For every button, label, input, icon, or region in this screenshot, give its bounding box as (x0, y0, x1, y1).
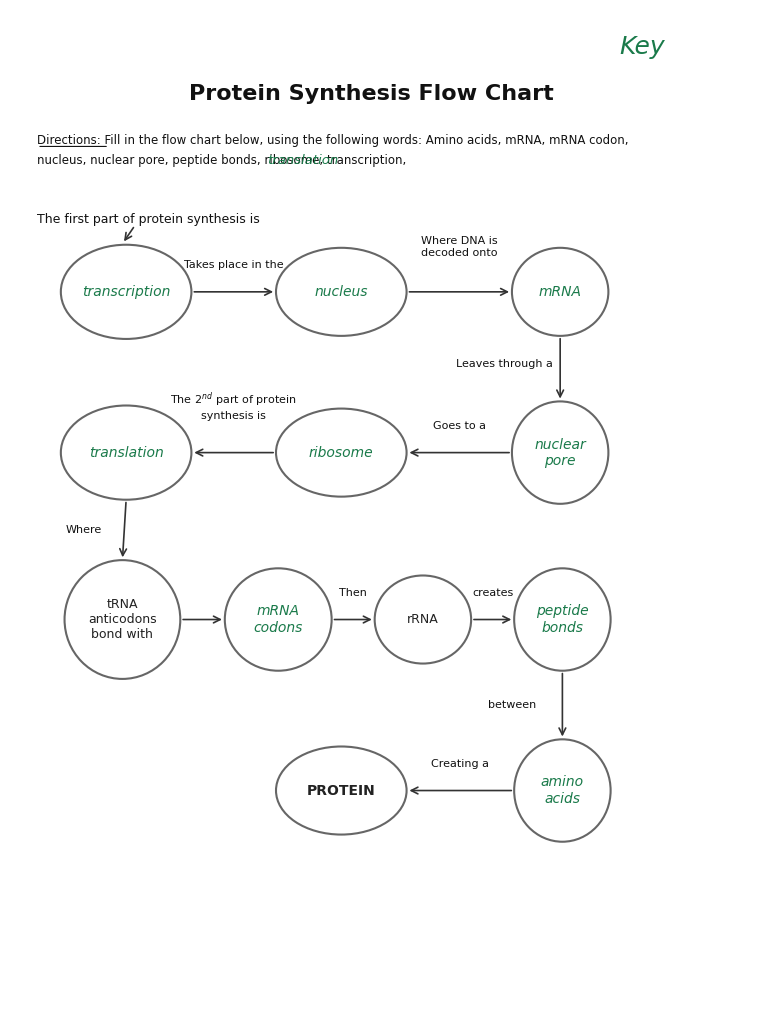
Text: between: between (488, 700, 536, 710)
Text: transcription: transcription (82, 285, 170, 299)
Text: nucleus: nucleus (315, 285, 368, 299)
Text: peptide
bonds: peptide bonds (536, 604, 589, 635)
Text: Key: Key (619, 35, 664, 59)
Text: translation: translation (267, 155, 339, 167)
Text: mRNA
codons: mRNA codons (253, 604, 303, 635)
Text: The first part of protein synthesis is: The first part of protein synthesis is (37, 213, 260, 225)
Text: Where DNA is
decoded onto: Where DNA is decoded onto (421, 236, 498, 258)
Text: Where: Where (66, 525, 102, 535)
Text: Leaves through a: Leaves through a (456, 358, 553, 369)
Text: nucleus, nuclear pore, peptide bonds, ribosome, transcription,: nucleus, nuclear pore, peptide bonds, ri… (37, 155, 414, 167)
Text: ribosome: ribosome (309, 445, 373, 460)
Text: creates: creates (472, 588, 513, 598)
Text: tRNA
anticodons
bond with: tRNA anticodons bond with (88, 598, 157, 641)
Text: Protein Synthesis Flow Chart: Protein Synthesis Flow Chart (189, 84, 554, 104)
Text: Directions: Fill in the flow chart below, using the following words: Amino acids: Directions: Fill in the flow chart below… (37, 134, 628, 146)
Text: Takes place in the: Takes place in the (184, 260, 283, 270)
Text: Goes to a: Goes to a (432, 421, 486, 431)
Text: rRNA: rRNA (407, 613, 439, 626)
Text: PROTEIN: PROTEIN (307, 783, 376, 798)
Text: amino
acids: amino acids (541, 775, 584, 806)
Text: Then: Then (339, 588, 367, 598)
Text: Creating a: Creating a (432, 759, 489, 769)
Text: mRNA: mRNA (538, 285, 581, 299)
Text: The 2$^{nd}$ part of protein
synthesis is: The 2$^{nd}$ part of protein synthesis i… (170, 390, 297, 421)
Text: nuclear
pore: nuclear pore (535, 437, 586, 468)
Text: translation: translation (89, 445, 164, 460)
